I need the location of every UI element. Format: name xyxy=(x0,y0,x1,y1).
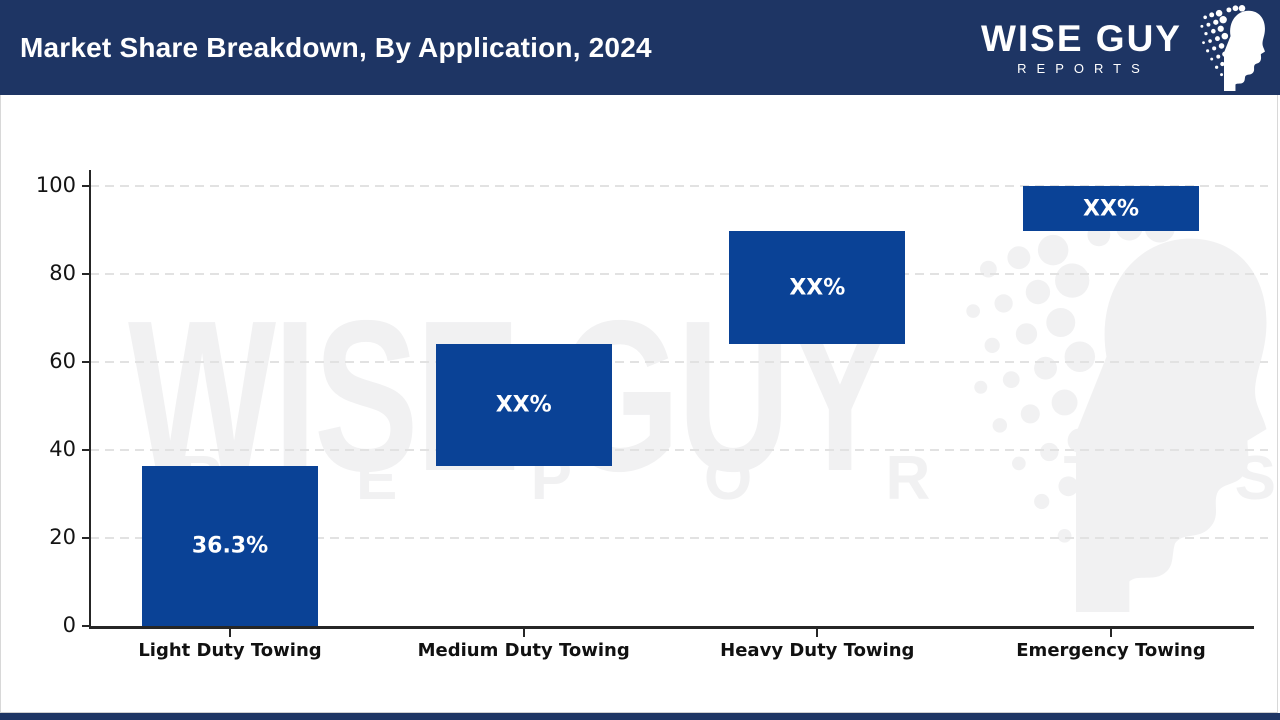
wise-guy-logo: WISE GUY REPORTS xyxy=(981,4,1272,92)
y-tick-20 xyxy=(82,537,90,539)
y-axis xyxy=(89,170,91,628)
gridline-100 xyxy=(90,185,1268,187)
x-tick-label-medium-duty-towing: Medium Duty Towing xyxy=(417,640,630,661)
y-tick-60 xyxy=(82,361,90,363)
bar-light-duty-towing xyxy=(142,466,318,626)
gridline-40 xyxy=(90,449,1268,451)
y-tick-0 xyxy=(82,625,90,627)
y-tick-80 xyxy=(82,273,90,275)
x-tick-label-light-duty-towing: Light Duty Towing xyxy=(138,640,322,661)
x-tick-heavy-duty-towing xyxy=(816,629,819,637)
header-bar: Market Share Breakdown, By Application, … xyxy=(0,0,1280,95)
gridline-20 xyxy=(90,537,1268,539)
y-tick-label-80: 80 xyxy=(49,261,76,285)
y-tick-40 xyxy=(82,449,90,451)
bar-value-label-emergency-towing: XX% xyxy=(1083,196,1139,222)
gridline-60 xyxy=(90,361,1268,363)
bar-value-label-heavy-duty-towing: XX% xyxy=(789,275,846,301)
y-tick-label-60: 60 xyxy=(49,349,76,373)
y-tick-label-20: 20 xyxy=(49,525,76,549)
x-tick-light-duty-towing xyxy=(229,629,231,637)
y-tick-100 xyxy=(82,185,90,187)
x-tick-label-emergency-towing: Emergency Towing xyxy=(1016,640,1206,661)
logo-wordmark: WISE GUY xyxy=(980,18,1182,59)
logo-subtitle: REPORTS xyxy=(1017,61,1150,76)
y-tick-label-0: 0 xyxy=(62,613,76,637)
bar-heavy-duty-towing xyxy=(729,231,906,345)
y-tick-label-100: 100 xyxy=(35,173,76,197)
x-tick-emergency-towing xyxy=(1110,629,1112,637)
bar-value-label-medium-duty-towing: XX% xyxy=(495,392,552,418)
bar-emergency-towing xyxy=(1023,186,1199,232)
bar-medium-duty-towing xyxy=(435,344,612,467)
x-tick-medium-duty-towing xyxy=(522,629,525,637)
footer-accent-bar xyxy=(0,713,1280,720)
page-title: Market Share Breakdown, By Application, … xyxy=(20,31,652,63)
y-tick-label-40: 40 xyxy=(49,437,76,461)
logo-text: WISE GUY REPORTS xyxy=(980,18,1182,77)
bar-value-label-light-duty-towing: 36.3% xyxy=(191,533,269,559)
x-tick-label-heavy-duty-towing: Heavy Duty Towing xyxy=(720,640,915,661)
dotted-head-icon xyxy=(1200,5,1265,91)
gridline-80 xyxy=(90,273,1268,275)
x-axis xyxy=(89,626,1254,629)
